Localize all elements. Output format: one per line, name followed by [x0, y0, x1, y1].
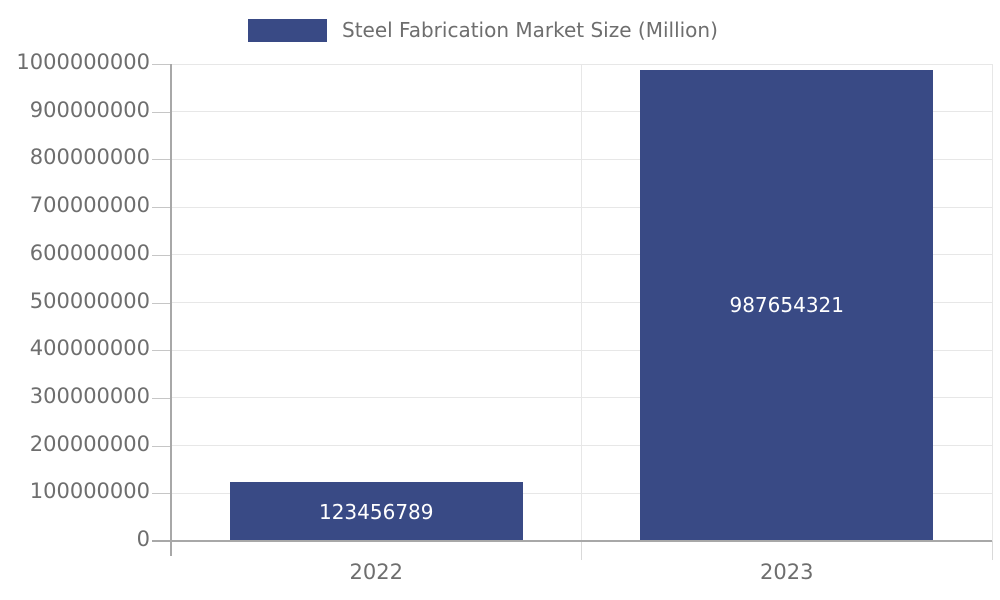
- y-tick-label: 200000000: [29, 431, 150, 456]
- bar-value-label: 987654321: [729, 293, 845, 318]
- y-tick-label: 500000000: [29, 288, 150, 313]
- y-tick-label: 1000000000: [16, 50, 150, 74]
- y-tick-mark: [152, 350, 171, 352]
- legend: Steel Fabrication Market Size (Million): [248, 17, 718, 44]
- x-tick-label: 2022: [349, 560, 403, 584]
- y-tick-label: 0: [136, 527, 150, 551]
- x-axis-line: [152, 540, 992, 542]
- y-tick-mark: [152, 159, 171, 161]
- legend-label: Steel Fabrication Market Size (Million): [342, 18, 718, 42]
- bar-2022: 123456789: [229, 482, 523, 541]
- y-tick-mark: [152, 207, 171, 209]
- y-tick-mark: [152, 445, 171, 447]
- y-tick-mark: [152, 493, 171, 495]
- y-tick-mark: [152, 254, 171, 256]
- y-tick-label: 900000000: [29, 97, 150, 122]
- x-tick-mark: [991, 541, 993, 560]
- y-tick-mark: [152, 111, 171, 113]
- x-tick-label: 2023: [760, 560, 814, 584]
- y-axis-line: [170, 64, 172, 556]
- x-tick-mark: [581, 541, 582, 560]
- y-tick-label: 100000000: [29, 479, 150, 504]
- gridline-vertical: [581, 64, 582, 541]
- y-tick-label: 600000000: [29, 240, 150, 265]
- legend-swatch: [248, 19, 327, 42]
- y-tick-mark: [152, 397, 171, 399]
- plot-right-border: [991, 64, 993, 541]
- y-tick-label: 400000000: [29, 336, 150, 361]
- y-tick-label: 800000000: [29, 145, 150, 170]
- y-tick-mark: [152, 302, 171, 304]
- y-tick-label: 300000000: [29, 383, 150, 408]
- y-tick-label: 700000000: [29, 193, 150, 218]
- plot-area: 123456789 987654321: [171, 63, 993, 541]
- bar-value-label: 123456789: [318, 499, 434, 524]
- bar-2023: 987654321: [640, 69, 934, 541]
- y-tick-mark: [152, 64, 171, 65]
